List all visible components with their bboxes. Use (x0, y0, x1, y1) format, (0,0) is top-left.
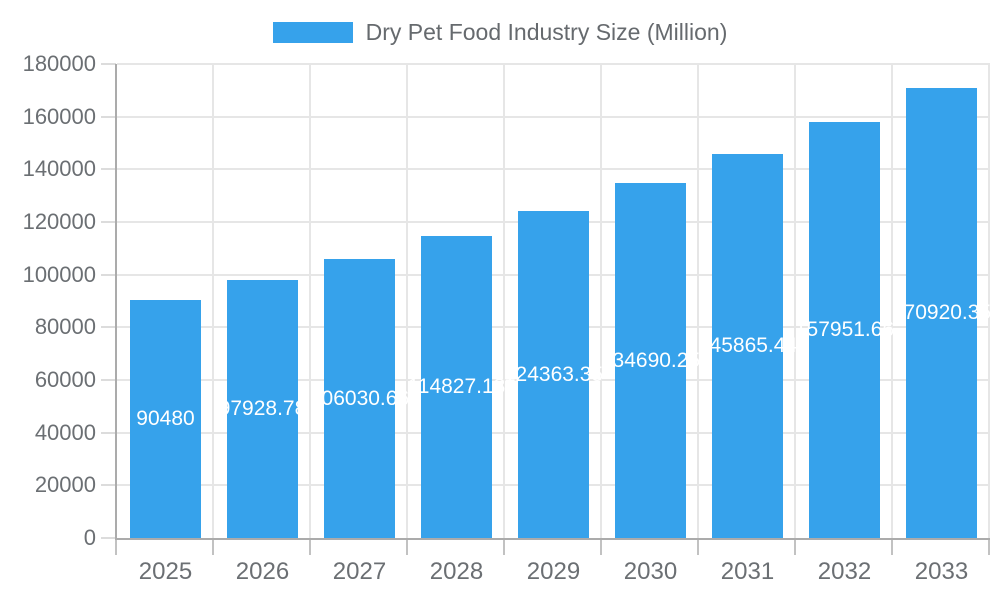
legend-label: Dry Pet Food Industry Size (Million) (365, 19, 728, 45)
x-gridline (891, 64, 893, 538)
x-tick-label: 2028 (429, 558, 484, 585)
x-axis-tick (503, 540, 505, 555)
x-gridline (212, 64, 214, 538)
y-tick-label: 60000 (34, 367, 96, 392)
x-gridline (309, 64, 311, 538)
bar-value-label: 134690.25 (600, 348, 701, 372)
y-axis-tick (101, 537, 116, 539)
bar-2031[interactable] (712, 154, 783, 538)
x-axis-tick (988, 540, 990, 555)
y-axis-tick (101, 273, 116, 276)
y-axis-tick (101, 379, 116, 381)
y-axis-tick (101, 168, 116, 171)
bar-2026[interactable] (227, 280, 298, 538)
x-axis-tick (697, 540, 699, 555)
x-axis-line (115, 538, 990, 540)
bar-value-label: 157951.66 (794, 318, 895, 341)
chart-legend[interactable]: Dry Pet Food Industry Size (Million) (0, 20, 1000, 44)
y-tick-label: 80000 (34, 314, 96, 340)
bar-2029[interactable] (518, 211, 589, 538)
bar-2025[interactable] (130, 300, 201, 538)
x-axis-tick (309, 540, 311, 555)
y-axis-tick (101, 326, 116, 329)
bar-value-label: 124363.35 (503, 362, 604, 386)
y-tick-label: 20000 (34, 472, 96, 498)
x-tick-label: 2029 (526, 558, 581, 585)
y-tick-label: 100000 (22, 261, 96, 287)
x-gridline (794, 64, 796, 538)
x-tick-label: 2025 (138, 558, 193, 585)
y-tick-label: 180000 (22, 51, 96, 76)
y-gridline (117, 168, 990, 171)
bar-2032[interactable] (809, 122, 880, 538)
x-axis-tick (600, 540, 602, 555)
y-axis-tick (101, 63, 116, 65)
legend-swatch (272, 21, 353, 43)
y-tick-label: 120000 (22, 209, 96, 234)
y-gridline (117, 115, 990, 118)
x-axis-tick (891, 540, 893, 555)
x-tick-label: 2027 (332, 558, 387, 585)
bar-value-label: 90480 (136, 407, 195, 430)
y-axis-tick (101, 484, 116, 487)
y-axis-line (115, 64, 117, 540)
y-axis-tick (101, 115, 116, 118)
y-tick-label: 160000 (22, 103, 96, 129)
y-tick-label: 0 (83, 525, 96, 550)
y-gridline (117, 63, 990, 65)
x-tick-label: 2033 (914, 558, 969, 585)
bar-2027[interactable] (324, 259, 395, 538)
bar-value-label: 114827.13 (407, 375, 506, 398)
x-tick-label: 2031 (720, 558, 775, 585)
plot-area: 90480 97928.78 106030.66 114827.13 124363.35… (117, 63, 992, 538)
y-axis-tick (101, 431, 116, 434)
x-axis-tick (794, 540, 796, 555)
bar-value-label: 145865.44 (697, 334, 798, 357)
x-gridline (503, 64, 505, 538)
x-gridline (600, 64, 602, 538)
x-axis-tick (212, 540, 214, 555)
bar-value-label: 170920.35 (891, 301, 992, 324)
x-axis-tick (406, 540, 408, 555)
bar-value-label: 106030.66 (309, 386, 410, 410)
x-gridline (697, 64, 699, 538)
bar-2033[interactable] (906, 88, 977, 538)
x-gridline (988, 64, 990, 538)
bar-2028[interactable] (421, 236, 492, 538)
x-tick-label: 2026 (235, 558, 290, 585)
y-axis-tick (101, 221, 116, 223)
x-tick-label: 2032 (817, 558, 872, 585)
y-tick-label: 140000 (22, 156, 96, 182)
y-tick-label: 40000 (34, 419, 96, 445)
x-tick-label: 2030 (623, 558, 678, 585)
x-axis-tick (115, 540, 117, 555)
bar-value-label: 97928.78 (218, 397, 307, 420)
x-gridline (406, 64, 408, 538)
bar-2030[interactable] (615, 183, 686, 538)
